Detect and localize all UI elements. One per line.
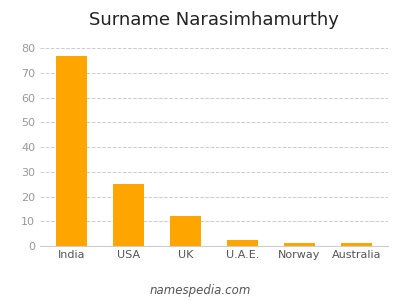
Bar (113, 184, 144, 246)
Bar (56, 56, 87, 246)
Bar (170, 216, 201, 246)
Text: namespedia.com: namespedia.com (149, 284, 251, 297)
Bar (341, 243, 372, 246)
Bar (227, 240, 258, 246)
Bar (284, 243, 315, 246)
Title: Surname Narasimhamurthy: Surname Narasimhamurthy (89, 11, 339, 29)
